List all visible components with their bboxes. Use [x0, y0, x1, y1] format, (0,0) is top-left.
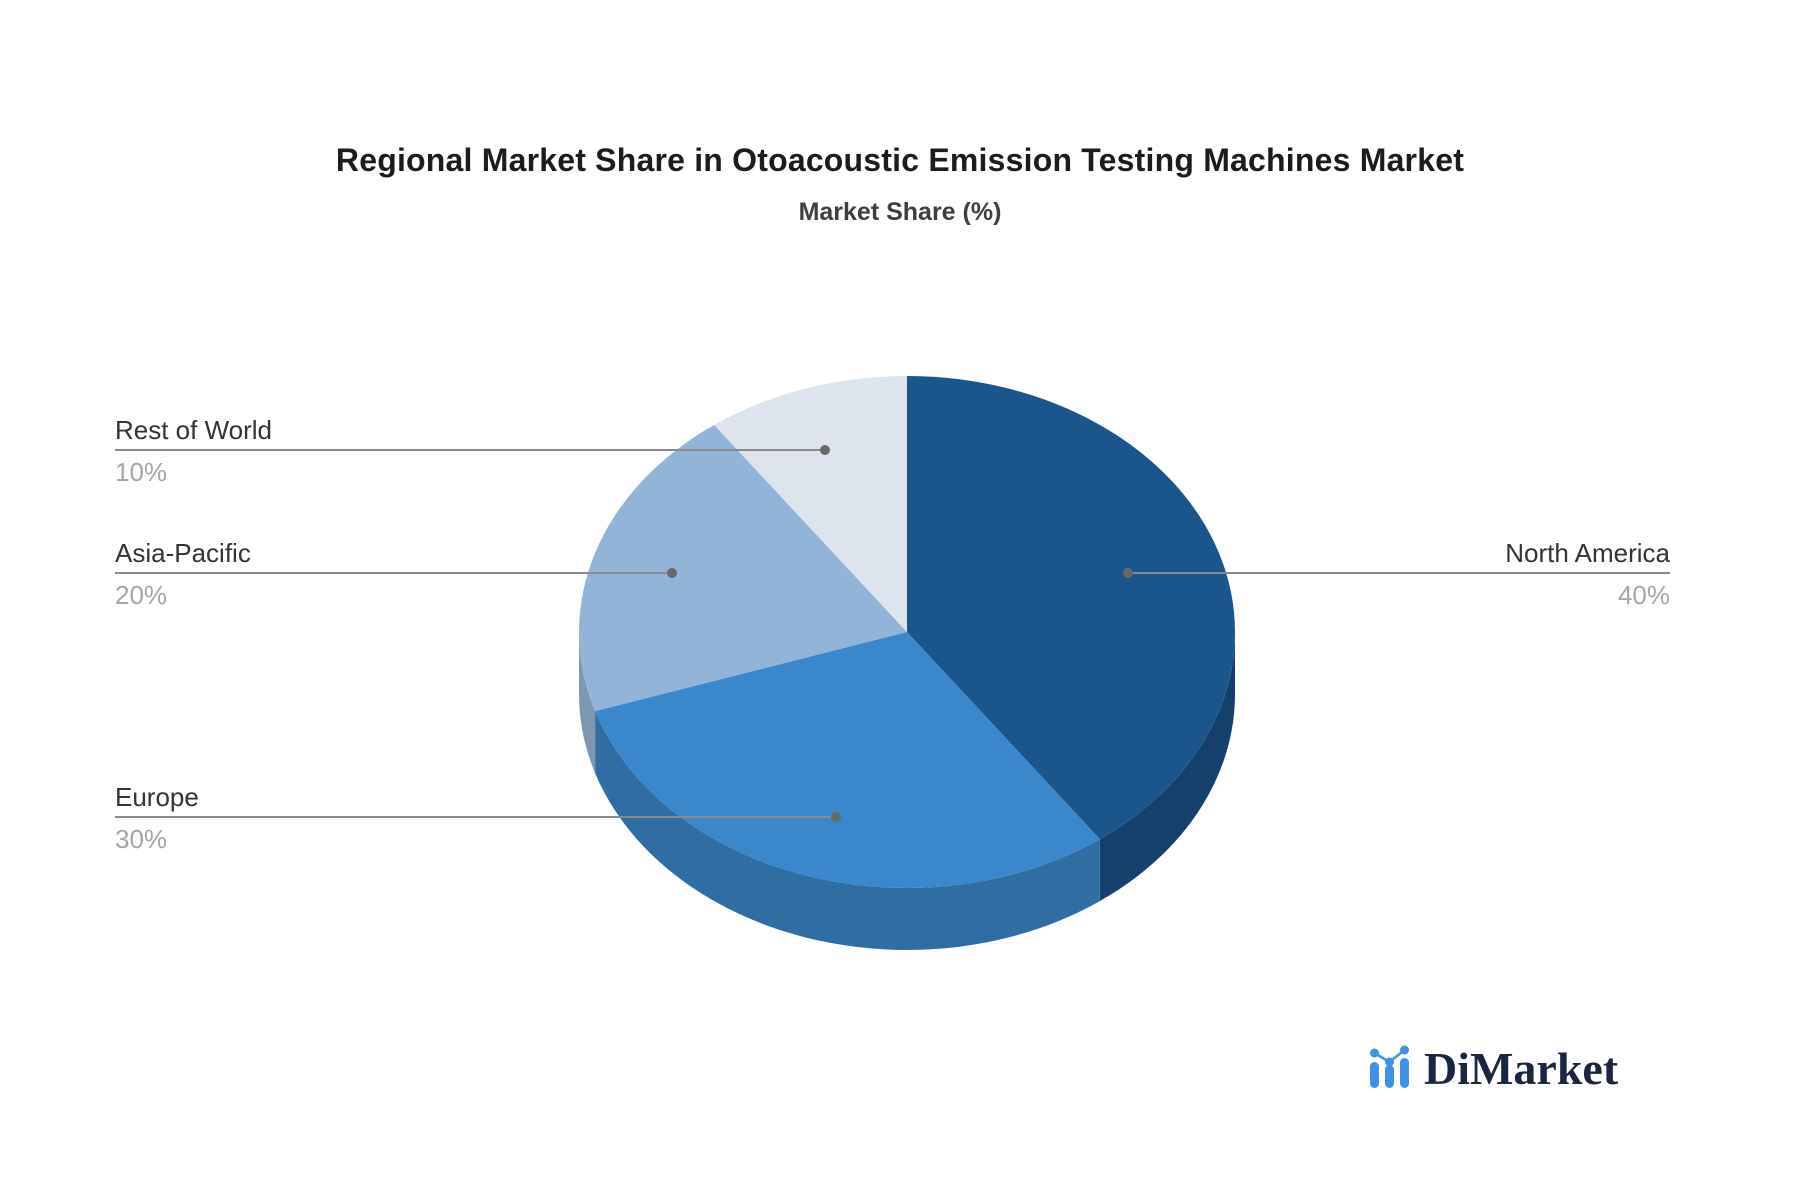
- pie-side-north-america: [1099, 632, 1235, 902]
- dimarket-logo-icon: [1370, 1045, 1409, 1088]
- slice-label: Rest of World: [115, 415, 273, 445]
- pie-side-asia-pacific: [579, 632, 596, 774]
- pie-slice-asia-pacific[interactable]: [579, 424, 907, 712]
- chart-title: Regional Market Share in Otoacoustic Emi…: [335, 142, 1465, 178]
- callout-rest-of-world: Rest of World 10%: [115, 415, 830, 487]
- pie-slice-north-america[interactable]: [907, 376, 1235, 840]
- callout-europe: Europe 30%: [115, 782, 841, 854]
- logo-bar: [1385, 1065, 1394, 1088]
- pie-slice-europe[interactable]: [595, 632, 1100, 888]
- logo-bar: [1400, 1058, 1409, 1088]
- leader-line: [115, 568, 677, 578]
- dimarket-logo: DiMarket: [1368, 1044, 1618, 1094]
- slice-label: Europe: [115, 782, 199, 812]
- leader-dot: [1123, 568, 1133, 578]
- leader-line: [1123, 568, 1670, 578]
- slice-label: Asia-Pacific: [115, 538, 251, 568]
- leader-dot: [820, 445, 830, 455]
- leader-line: [115, 812, 841, 822]
- logo-bar: [1370, 1062, 1379, 1088]
- slice-percent: 40%: [1617, 580, 1670, 610]
- logo-dot: [1400, 1045, 1409, 1055]
- dimarket-logo-text: DiMarket: [1424, 1043, 1619, 1094]
- slice-percent: 30%: [115, 824, 168, 854]
- pie-side-europe: [595, 711, 1100, 950]
- leader-line: [115, 445, 830, 455]
- chart-subtitle: Market Share (%): [798, 198, 1002, 226]
- logo-dot: [1370, 1048, 1379, 1058]
- leader-dot: [667, 568, 677, 578]
- logo-dot: [1385, 1057, 1394, 1067]
- leader-dot: [831, 812, 841, 822]
- pie-slice-rest-of-world[interactable]: [714, 376, 907, 632]
- slice-label: North America: [1505, 538, 1670, 568]
- slice-percent: 10%: [115, 457, 168, 487]
- slice-percent: 20%: [115, 580, 168, 610]
- callout-asia-pacific: Asia-Pacific 20%: [115, 538, 677, 610]
- callout-north-america: North America 40%: [1123, 538, 1670, 610]
